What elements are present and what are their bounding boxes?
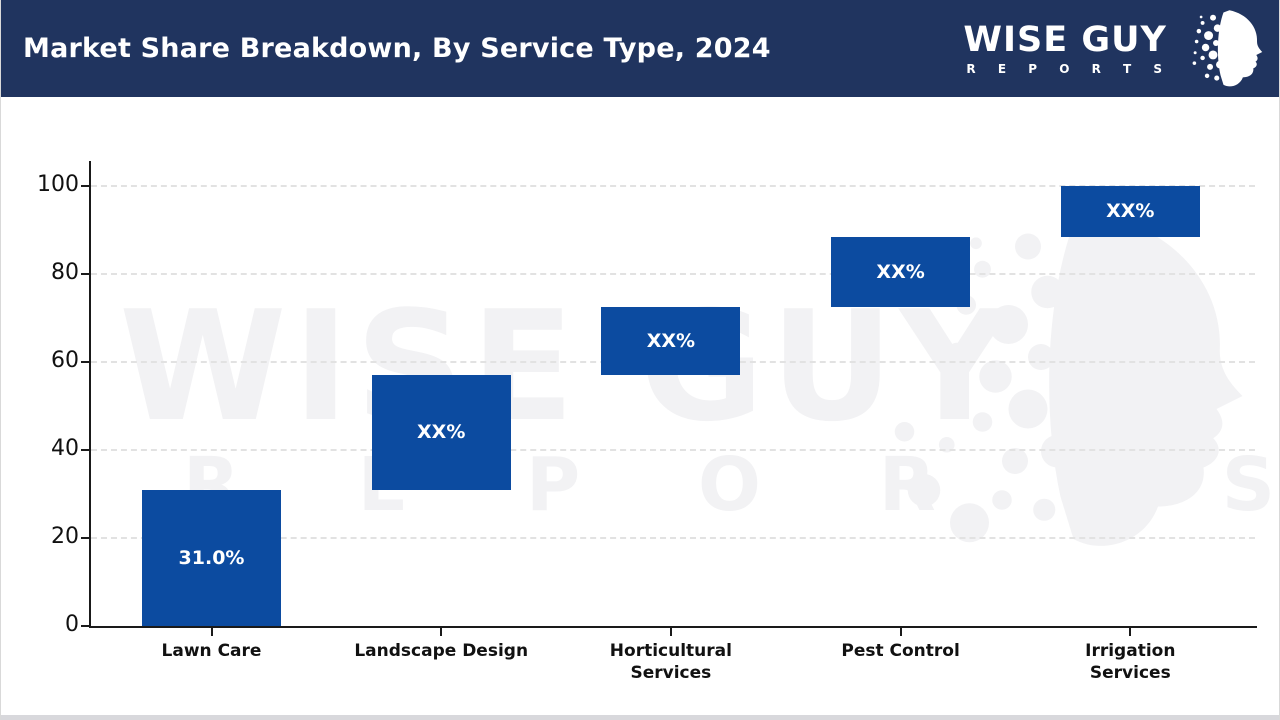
y-tick-label: 60 xyxy=(51,348,79,373)
x-tick-mark xyxy=(669,628,672,636)
gridline-100 xyxy=(91,185,1255,187)
bar-value-label: XX% xyxy=(417,421,466,444)
bar-2: XX% xyxy=(601,307,741,376)
gridline-20 xyxy=(91,537,1255,539)
x-tick-mark xyxy=(1129,628,1132,636)
wiseguy-logo-text: WISE GUY R E P O R T S xyxy=(963,19,1171,76)
bar-4: XX% xyxy=(1060,186,1200,237)
x-category-label: Pest Control xyxy=(841,641,960,661)
bar-value-label: XX% xyxy=(876,260,925,283)
bar-value-label: XX% xyxy=(1106,200,1155,223)
wiseguy-logo: WISE GUY R E P O R T S xyxy=(963,8,1265,90)
bar-3: XX% xyxy=(831,236,971,307)
chart-title: Market Share Breakdown, By Service Type,… xyxy=(23,33,771,64)
footer-strip xyxy=(1,715,1279,720)
x-category-label: Horticultural Services xyxy=(609,641,732,684)
logo-wordmark: WISE GUY xyxy=(963,19,1167,60)
y-tick-label: 80 xyxy=(51,260,79,285)
x-tick-mark xyxy=(899,628,902,636)
y-tick-mark xyxy=(81,625,89,627)
y-tick-mark xyxy=(81,185,89,187)
watermark-face-icon xyxy=(894,214,1243,546)
y-axis xyxy=(89,161,91,628)
x-tick-mark xyxy=(210,628,213,636)
y-tick-label: 100 xyxy=(37,172,79,197)
wiseguy-face-icon xyxy=(1192,10,1263,87)
bar-1: XX% xyxy=(371,375,511,490)
x-category-label: Irrigation Services xyxy=(1085,641,1176,684)
bar-value-label: XX% xyxy=(646,330,696,353)
y-tick-label: 0 xyxy=(65,612,79,637)
logo-subtext: R E P O R T S xyxy=(966,61,1171,76)
y-tick-mark xyxy=(81,361,89,363)
bar-0: 31.0% xyxy=(142,489,281,626)
y-tick-mark xyxy=(81,449,89,451)
bar-value-label: 31.0% xyxy=(178,546,245,569)
x-category-label: Lawn Care xyxy=(161,641,262,661)
y-tick-mark xyxy=(81,537,89,539)
y-tick-label: 40 xyxy=(51,436,79,461)
watermark-wordmark: WISE GUY xyxy=(119,278,1016,455)
y-tick-label: 20 xyxy=(51,524,79,549)
x-axis xyxy=(89,626,1257,628)
gridline-40 xyxy=(91,449,1255,451)
x-tick-mark xyxy=(440,628,443,636)
x-category-label: Landscape Design xyxy=(354,641,529,661)
header-bar: Market Share Breakdown, By Service Type,… xyxy=(1,0,1279,97)
y-tick-mark xyxy=(81,273,89,275)
gridline-80 xyxy=(91,273,1255,275)
